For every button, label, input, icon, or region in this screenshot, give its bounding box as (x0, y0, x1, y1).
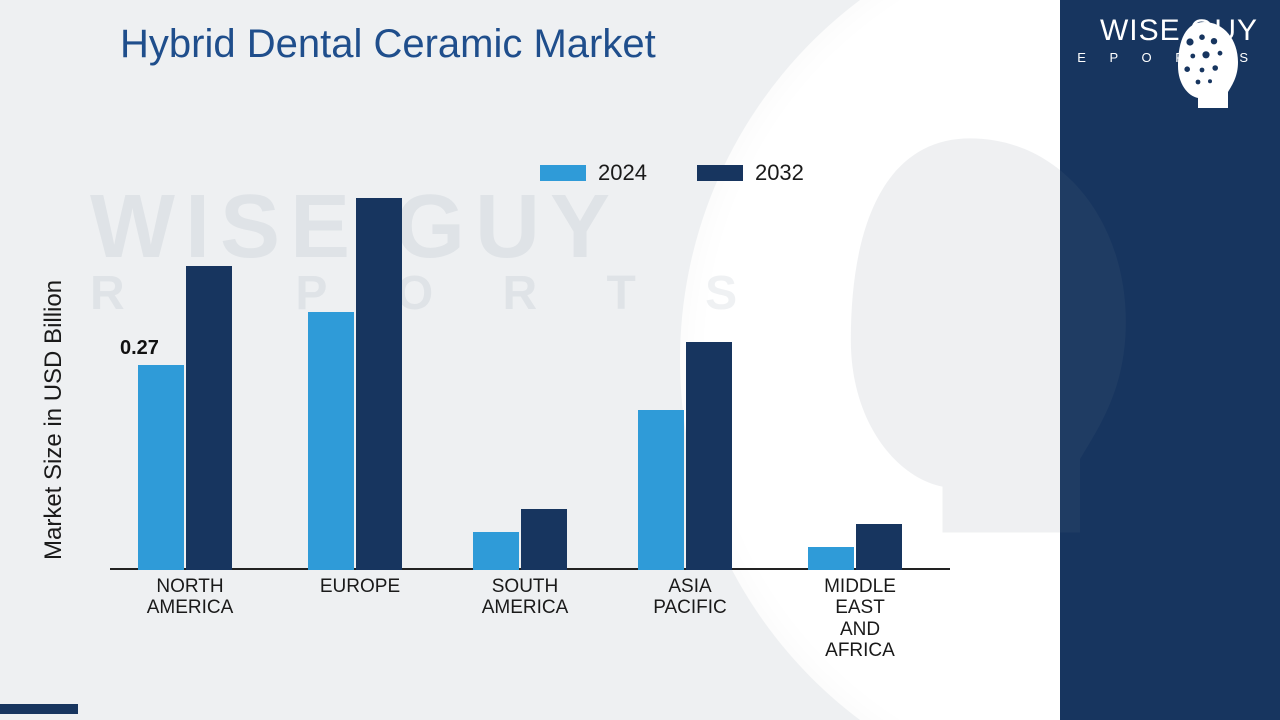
legend-item-2032: 2032 (697, 160, 804, 186)
bar-2024 (638, 410, 684, 570)
y-axis-label: Market Size in USD Billion (40, 280, 68, 560)
legend-label-2024: 2024 (598, 160, 647, 186)
bar-2032 (856, 524, 902, 570)
bar-2032 (686, 342, 732, 570)
bar-2024 (473, 532, 519, 570)
legend-swatch-2032 (697, 165, 743, 181)
x-axis-label: SOUTHAMERICA (455, 576, 595, 619)
brand-head-icon (1156, 18, 1252, 114)
legend-label-2032: 2032 (755, 160, 804, 186)
bar-2032 (521, 509, 567, 570)
bar-2024 (308, 312, 354, 570)
bar-2032 (356, 198, 402, 570)
bar-2024 (138, 365, 184, 570)
page: WISE GUY R E P O R T S Hybrid Dental Cer… (0, 0, 1280, 720)
legend: 2024 2032 (540, 160, 804, 186)
chart-title: Hybrid Dental Ceramic Market (120, 22, 656, 67)
x-axis-label: ASIAPACIFIC (620, 576, 760, 619)
bar-2032 (186, 266, 232, 570)
bar-2024 (808, 547, 854, 570)
legend-swatch-2024 (540, 165, 586, 181)
chart-plot-area: 0.27 (110, 190, 950, 570)
x-axis-label: NORTHAMERICA (120, 576, 260, 619)
x-axis-label: EUROPE (290, 576, 430, 597)
brand-logo: WISE GUY R E P O R T S (1044, 14, 1258, 65)
legend-item-2024: 2024 (540, 160, 647, 186)
bar-value-label: 0.27 (120, 337, 159, 360)
footer-accent-bar (0, 704, 78, 714)
x-axis-label: MIDDLEEASTANDAFRICA (790, 576, 930, 661)
